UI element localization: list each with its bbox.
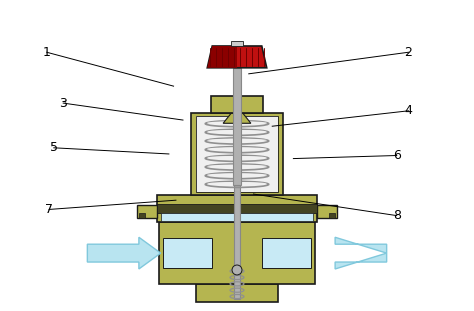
Bar: [196, 116, 278, 192]
Bar: [262, 238, 311, 268]
Text: 3: 3: [59, 97, 67, 109]
Text: 2: 2: [404, 46, 412, 59]
Polygon shape: [87, 237, 161, 269]
Text: 6: 6: [393, 149, 401, 162]
Bar: [196, 284, 278, 302]
Ellipse shape: [207, 156, 267, 159]
Bar: [139, 213, 145, 218]
Circle shape: [232, 265, 242, 275]
Ellipse shape: [207, 165, 267, 168]
Bar: [137, 205, 157, 218]
Bar: [163, 238, 212, 268]
Polygon shape: [207, 46, 237, 68]
Text: 4: 4: [404, 104, 412, 117]
Polygon shape: [207, 46, 267, 68]
Ellipse shape: [207, 139, 267, 142]
Bar: [234, 185, 240, 299]
Bar: [159, 222, 315, 284]
Bar: [157, 204, 317, 213]
Bar: [317, 205, 337, 218]
Ellipse shape: [207, 147, 267, 150]
Bar: [231, 41, 243, 46]
Bar: [262, 238, 311, 268]
Ellipse shape: [207, 182, 267, 185]
Polygon shape: [335, 237, 387, 269]
Bar: [157, 195, 317, 222]
Bar: [329, 213, 335, 218]
Bar: [191, 114, 283, 195]
Text: 5: 5: [50, 141, 58, 154]
Text: 7: 7: [45, 203, 53, 216]
Ellipse shape: [207, 173, 267, 176]
Polygon shape: [223, 114, 251, 123]
Text: 8: 8: [393, 209, 401, 222]
Text: 1: 1: [43, 46, 51, 59]
Ellipse shape: [207, 121, 267, 124]
Bar: [211, 95, 263, 114]
Bar: [196, 116, 278, 192]
Bar: [161, 213, 313, 221]
Ellipse shape: [207, 130, 267, 133]
Bar: [163, 238, 212, 268]
Bar: [233, 68, 241, 185]
